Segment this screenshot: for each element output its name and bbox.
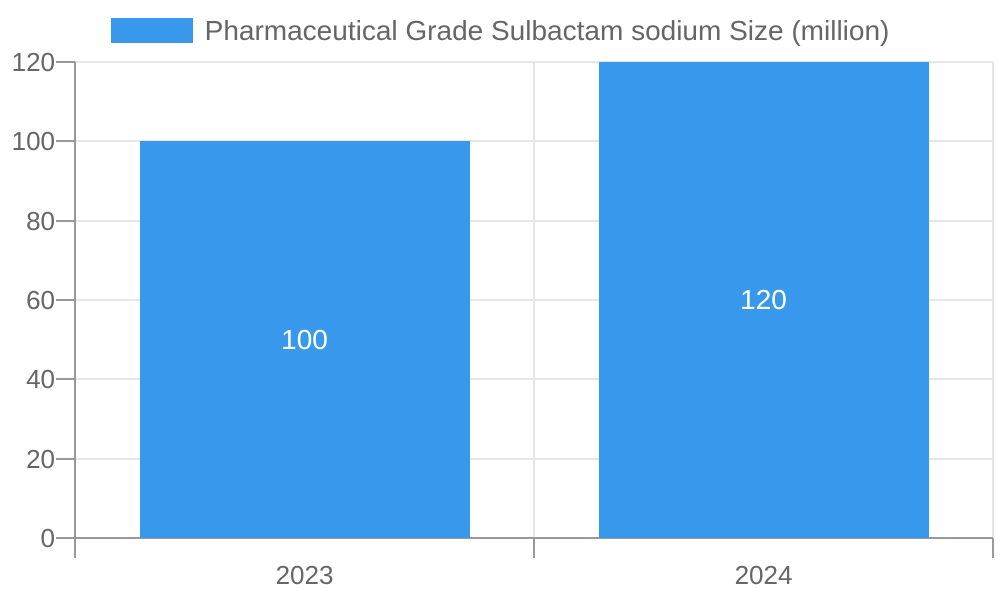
y-axis-line bbox=[74, 62, 76, 558]
y-axis-label-100: 100 bbox=[11, 126, 55, 157]
y-axis-tick-0 bbox=[56, 537, 75, 539]
y-axis-label-20: 20 bbox=[26, 443, 55, 474]
y-axis-tick-80 bbox=[56, 219, 75, 222]
x-axis-tick-1 bbox=[533, 538, 535, 558]
bar-2024[interactable]: 120 bbox=[598, 62, 929, 538]
y-axis-tick-60 bbox=[56, 299, 75, 301]
x-axis-line bbox=[75, 537, 993, 539]
y-axis-tick-100 bbox=[56, 140, 75, 143]
bar-value-label-2023: 100 bbox=[281, 323, 328, 355]
y-axis-label-40: 40 bbox=[26, 364, 55, 395]
y-axis-label-120: 120 bbox=[11, 47, 55, 77]
legend-label: Pharmaceutical Grade Sulbactam sodium Si… bbox=[204, 14, 890, 46]
x-axis-label-2023: 2023 bbox=[275, 560, 334, 590]
x-axis-tick-2 bbox=[992, 538, 994, 558]
legend-swatch-icon bbox=[110, 18, 193, 43]
y-axis-label-80: 80 bbox=[26, 205, 55, 236]
y-axis-tick-120 bbox=[56, 61, 75, 63]
y-axis-label-0: 0 bbox=[40, 523, 55, 553]
chart-legend[interactable]: Pharmaceutical Grade Sulbactam sodium Si… bbox=[0, 8, 1000, 53]
x-axis-label-2024: 2024 bbox=[734, 560, 793, 590]
y-axis-label-60: 60 bbox=[26, 285, 55, 315]
gridline-x-1 bbox=[533, 62, 535, 538]
bar-2023[interactable]: 100 bbox=[139, 141, 470, 538]
y-axis-tick-20 bbox=[56, 457, 75, 460]
gridline-x-2 bbox=[992, 62, 994, 538]
bar-value-label-2024: 120 bbox=[740, 284, 787, 315]
y-axis-tick-40 bbox=[56, 378, 75, 381]
